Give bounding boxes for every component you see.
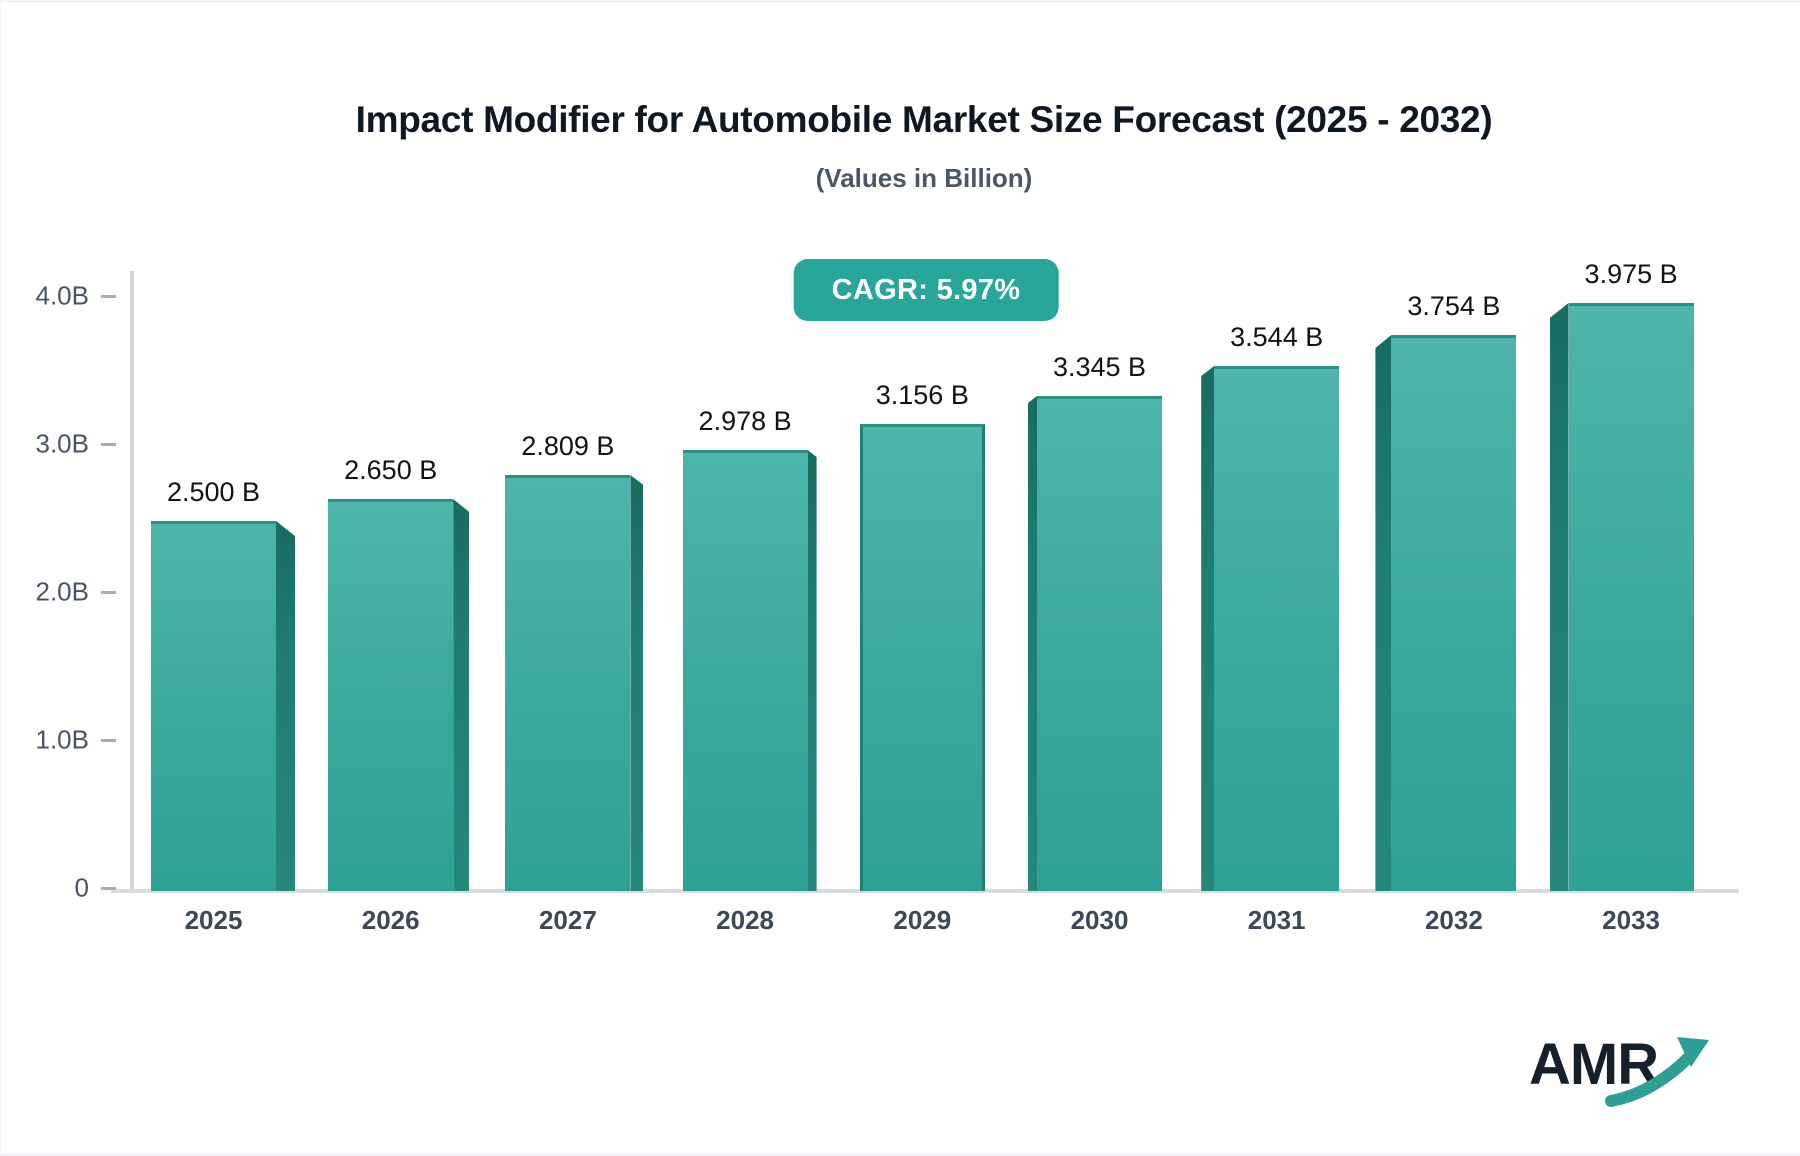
bar-3d-side [1201,366,1215,891]
bar-value-label: 2.500 B [166,477,261,507]
cagr-badge: CAGR: 5.97% [793,259,1059,321]
bar-face [505,475,631,891]
x-axis-label-2028: 2028 [716,905,775,935]
y-axis-tick [101,739,116,742]
x-axis-label-2029: 2029 [893,905,952,935]
bar-3d-side [1028,396,1037,891]
bar-2025 [151,521,295,891]
y-axis-tick-label: 2.0B [35,576,90,607]
chart-canvas: Impact Modifier for Automobile Market Si… [1,3,1800,1153]
bar-3d-side [276,521,295,891]
x-axis-label-2027: 2027 [538,905,597,935]
bar-face [151,521,276,891]
bar-3d-side [630,475,644,891]
bar-value-label: 3.975 B [1584,259,1678,289]
amr-logo: AMR [1529,1031,1709,1111]
bar-2032 [1375,335,1517,891]
bar-face [1037,396,1162,891]
x-axis-line [111,889,1739,893]
bar-face [328,499,454,891]
x-axis-label-2031: 2031 [1247,905,1306,935]
bar-2027 [505,475,644,891]
y-axis-tick-label: 0 [74,872,89,903]
y-axis-tick [101,591,116,594]
amr-logo-text: AMR [1529,1032,1659,1097]
bar-value-label: 3.754 B [1407,291,1501,321]
bar-3d-side [453,499,470,891]
y-axis-tick-label: 3.0B [35,428,90,459]
bar-3d-side [807,450,817,891]
bar-2033 [1549,303,1694,891]
bar-face [1568,303,1694,891]
bar-value-label: 2.650 B [344,455,438,485]
chart-subtitle: (Values in Billion) [815,163,1033,193]
chart-title: Impact Modifier for Automobile Market Si… [355,99,1493,140]
bar-value-label: 2.809 B [521,431,615,461]
x-axis-label-2030: 2030 [1070,905,1129,935]
x-axis-label-2033: 2033 [1602,905,1661,935]
bar-value-label: 3.544 B [1230,322,1324,352]
bar-value-label: 3.156 B [875,380,969,410]
bar-2030 [1028,396,1162,891]
bar-face [1214,366,1340,891]
x-axis-label-2032: 2032 [1424,905,1483,935]
y-axis-line [130,271,134,891]
bar-value-label: 3.345 B [1052,352,1147,382]
bar-face [1391,335,1517,891]
bar-value-label: 2.978 B [698,406,792,436]
bar-face [859,424,985,891]
x-axis-label-2025: 2025 [184,905,243,935]
bar-2029 [859,424,985,891]
bar-3d-side [1549,303,1569,891]
bar-3d-side [1375,335,1392,891]
bar-2026 [328,499,470,891]
y-axis-tick-label: 4.0B [35,280,90,311]
y-axis-tick-label: 1.0B [35,724,90,755]
growth-arrow-icon [1605,1037,1709,1107]
bar-2028 [682,450,817,891]
bar-face [682,450,808,891]
bar-2031 [1201,366,1340,891]
x-axis-label-2026: 2026 [361,905,420,935]
y-axis-tick [101,443,116,446]
y-axis-tick [101,887,116,890]
y-axis-tick [101,295,116,298]
